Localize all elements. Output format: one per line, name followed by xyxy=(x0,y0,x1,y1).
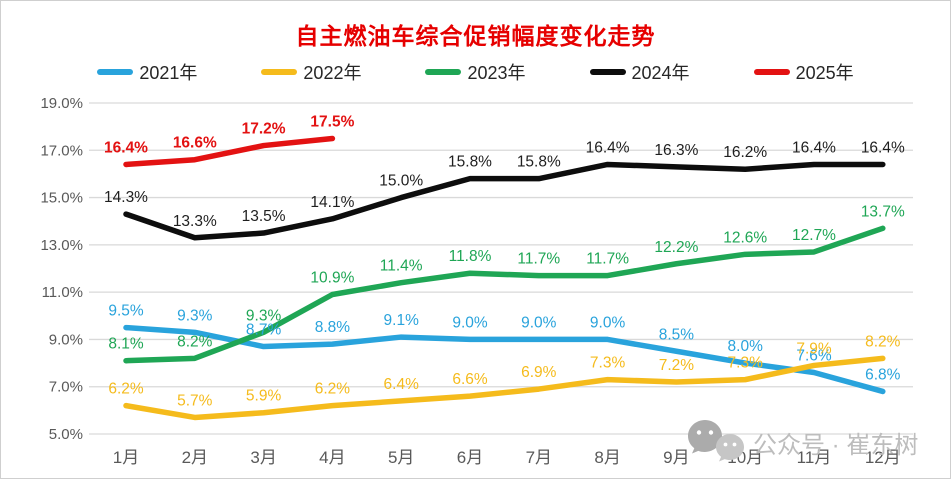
data-label-2021年-6月: 9.0% xyxy=(452,314,488,331)
legend-label-2021年: 2021年 xyxy=(139,63,198,83)
data-label-2025年-2月: 16.6% xyxy=(173,135,217,152)
legend: 2021年 2022年 2023年 2024年 2025年 xyxy=(1,59,950,85)
data-label-2025年-1月: 16.4% xyxy=(104,139,148,156)
data-label-2023年-8月: 11.7% xyxy=(586,251,629,268)
y-axis-label: 7.0% xyxy=(49,379,83,396)
data-label-2024年-12月: 16.4% xyxy=(861,139,905,156)
legend-label-2022年: 2022年 xyxy=(303,63,362,83)
data-label-2022年-1月: 6.2% xyxy=(108,381,144,398)
data-label-2021年-2月: 9.3% xyxy=(177,307,213,324)
legend-swatch-2025年 xyxy=(753,69,790,75)
data-label-2022年-8月: 7.3% xyxy=(590,355,626,372)
legend-item-2025年: 2025年 xyxy=(753,59,854,85)
data-label-2024年-6月: 15.8% xyxy=(448,154,492,171)
line-2025年 xyxy=(123,135,336,168)
data-label-2024年-4月: 14.1% xyxy=(310,194,354,211)
x-axis-label: 7月 xyxy=(526,448,552,467)
x-axis-label: 11月 xyxy=(797,448,832,467)
legend-item-2021年: 2021年 xyxy=(97,59,197,85)
data-label-2024年-1月: 14.3% xyxy=(104,189,148,206)
data-label-2024年-8月: 16.4% xyxy=(586,139,630,156)
y-axis-label: 17.0% xyxy=(40,142,83,159)
data-label-2022年-5月: 6.4% xyxy=(384,376,420,393)
legend-item-2023年: 2023年 xyxy=(425,59,526,85)
data-label-2023年-3月: 9.3% xyxy=(246,307,282,324)
x-axis-label: 1月 xyxy=(113,448,139,467)
x-axis-label: 8月 xyxy=(594,448,620,467)
data-label-2021年-4月: 8.8% xyxy=(315,319,351,336)
x-axis-label: 5月 xyxy=(388,448,414,467)
legend-swatch-2021年 xyxy=(97,69,134,75)
data-label-2022年-11月: 7.9% xyxy=(796,340,832,357)
data-label-2022年-3月: 5.9% xyxy=(246,388,282,405)
x-axis-label: 3月 xyxy=(250,448,276,467)
data-label-2024年-11月: 16.4% xyxy=(792,139,836,156)
data-label-2022年-6月: 6.6% xyxy=(452,371,488,388)
chart-title: 自主燃油车综合促销幅度变化走势 xyxy=(295,23,656,49)
data-label-2021年-7月: 9.0% xyxy=(521,314,557,331)
data-label-2023年-2月: 8.2% xyxy=(177,333,213,350)
data-label-2021年-5月: 9.1% xyxy=(384,312,420,329)
legend-swatch-2023年 xyxy=(425,69,462,75)
legend-label-2024年: 2024年 xyxy=(631,63,690,83)
legend-label-2025年: 2025年 xyxy=(795,63,854,83)
legend-swatch-2024年 xyxy=(589,69,626,75)
data-label-2023年-1月: 8.1% xyxy=(108,336,144,353)
line-2021年 xyxy=(123,324,886,395)
data-label-2023年-7月: 11.7% xyxy=(517,251,560,268)
data-label-2022年-12月: 8.2% xyxy=(865,333,901,350)
data-label-2022年-2月: 5.7% xyxy=(177,392,213,409)
data-label-2023年-11月: 12.7% xyxy=(792,227,836,244)
y-axis-label: 15.0% xyxy=(40,190,83,207)
data-label-2021年-3月: 8.7% xyxy=(246,322,282,339)
line-2024年 xyxy=(123,161,886,241)
legend-swatch-2022年 xyxy=(261,69,298,75)
x-axis-label: 9月 xyxy=(663,448,689,467)
data-label-2022年-7月: 6.9% xyxy=(521,364,557,381)
data-label-2021年-8月: 9.0% xyxy=(590,314,626,331)
data-label-2021年-11月: 7.6% xyxy=(796,348,832,365)
data-label-2023年-12月: 13.7% xyxy=(861,203,905,220)
data-label-2021年-1月: 9.5% xyxy=(108,303,144,320)
y-axis-label: 5.0% xyxy=(49,426,83,443)
data-label-2024年-2月: 13.3% xyxy=(173,213,217,230)
y-axis-label: 19.0% xyxy=(40,95,83,112)
data-label-2022年-9月: 7.2% xyxy=(659,357,695,374)
data-label-2022年-4月: 6.2% xyxy=(315,381,351,398)
x-axis-label: 2月 xyxy=(182,448,208,467)
data-label-2024年-7月: 15.8% xyxy=(517,154,561,171)
y-axis-label: 11.0% xyxy=(42,284,83,301)
line-2022年 xyxy=(123,355,886,421)
data-label-2021年-12月: 6.8% xyxy=(865,366,901,383)
legend-item-2022年: 2022年 xyxy=(261,59,361,85)
data-label-2021年-10月: 8.0% xyxy=(728,338,764,355)
data-label-2024年-5月: 15.0% xyxy=(379,173,423,190)
data-label-2023年-4月: 10.9% xyxy=(310,270,354,287)
x-axis-label: 6月 xyxy=(457,448,483,467)
data-label-2024年-10月: 16.2% xyxy=(723,144,767,161)
data-label-2021年-9月: 8.5% xyxy=(659,326,695,343)
data-label-2023年-5月: 11.4% xyxy=(380,258,423,275)
x-axis-label: 10月 xyxy=(727,448,763,467)
data-label-2023年-10月: 12.6% xyxy=(723,229,767,246)
data-label-2022年-10月: 7.3% xyxy=(728,355,764,372)
x-axis-label: 12月 xyxy=(865,448,901,467)
legend-item-2024年: 2024年 xyxy=(589,59,690,85)
data-label-2025年-3月: 17.2% xyxy=(242,121,286,138)
data-label-2024年-3月: 13.5% xyxy=(242,208,286,225)
data-label-2023年-6月: 11.8% xyxy=(449,248,492,265)
line-2023年 xyxy=(123,225,886,364)
data-label-2024年-9月: 16.3% xyxy=(654,142,698,159)
y-axis-label: 9.0% xyxy=(49,331,83,348)
y-axis-label: 13.0% xyxy=(40,237,83,254)
data-label-2023年-9月: 12.2% xyxy=(654,239,698,256)
data-label-2025年-4月: 17.5% xyxy=(310,113,354,130)
legend-label-2023年: 2023年 xyxy=(467,63,526,83)
x-axis-label: 4月 xyxy=(319,448,345,467)
